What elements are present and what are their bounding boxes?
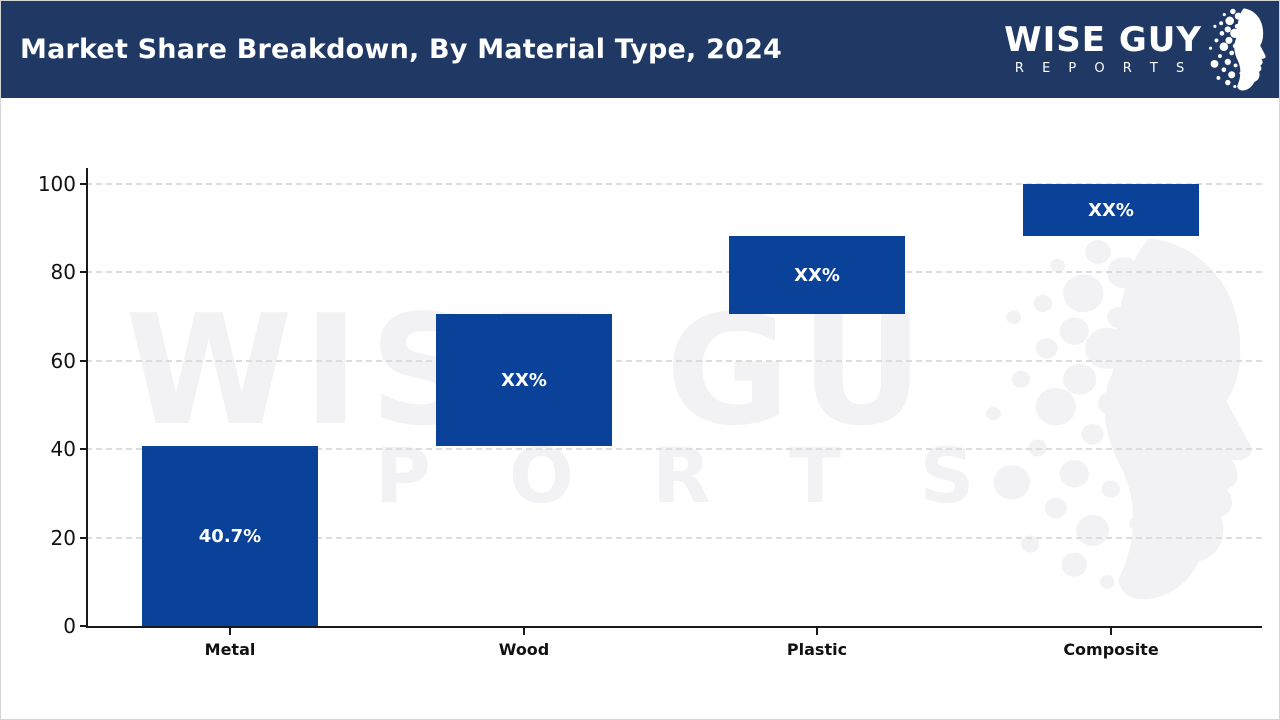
x-tick-mark [229, 628, 231, 635]
x-tick-mark [1110, 628, 1112, 635]
brand-logo-text: WISE GUY R E P O R T S [1004, 23, 1202, 75]
bar-value-label: XX% [501, 369, 547, 391]
y-tick-mark [80, 359, 87, 362]
y-tick-label: 80 [50, 260, 76, 285]
x-category-label: Composite [1063, 640, 1159, 659]
brand-face-icon [1209, 8, 1266, 91]
x-tick-mark [816, 628, 818, 635]
bar-plastic: XX% [729, 236, 905, 315]
gridline-20 [86, 536, 1262, 539]
gridline-80 [86, 271, 1262, 274]
brand-logo: WISE GUY R E P O R T S [1004, 6, 1268, 92]
gridline-60 [86, 359, 1262, 362]
gridline-40 [86, 448, 1262, 451]
page-title: Market Share Breakdown, By Material Type… [20, 33, 783, 65]
gridline-100 [86, 183, 1262, 185]
y-tick-label: 20 [50, 525, 76, 550]
y-tick-label: 100 [37, 172, 76, 196]
x-tick-mark [523, 628, 525, 635]
bar-wood: XX% [436, 314, 612, 447]
y-tick-mark [80, 625, 87, 627]
y-tick-label: 40 [50, 437, 76, 462]
bar-metal: 40.7% [142, 446, 318, 626]
bar-composite: XX% [1023, 184, 1199, 237]
report-header: Market Share Breakdown, By Material Type… [0, 0, 1280, 98]
x-category-label: Plastic [786, 640, 848, 659]
brand-subname: R E P O R T S [1014, 61, 1192, 76]
brand-name: WISE GUY [1004, 20, 1202, 60]
y-tick-mark [80, 448, 87, 451]
x-axis-line [86, 626, 1262, 628]
bar-value-label: XX% [794, 264, 840, 286]
watermark-face-logo-icon [986, 238, 1252, 600]
bar-value-label: XX% [1088, 199, 1134, 221]
bar-value-label: 40.7% [198, 525, 262, 547]
y-axis-line [86, 168, 88, 628]
y-tick-mark [80, 536, 87, 539]
y-tick-mark [80, 271, 87, 274]
x-category-label: Metal [204, 640, 256, 659]
y-tick-label: 0 [63, 614, 76, 638]
y-tick-mark [80, 183, 87, 185]
x-category-label: Wood [498, 640, 550, 659]
y-tick-label: 60 [50, 348, 76, 373]
